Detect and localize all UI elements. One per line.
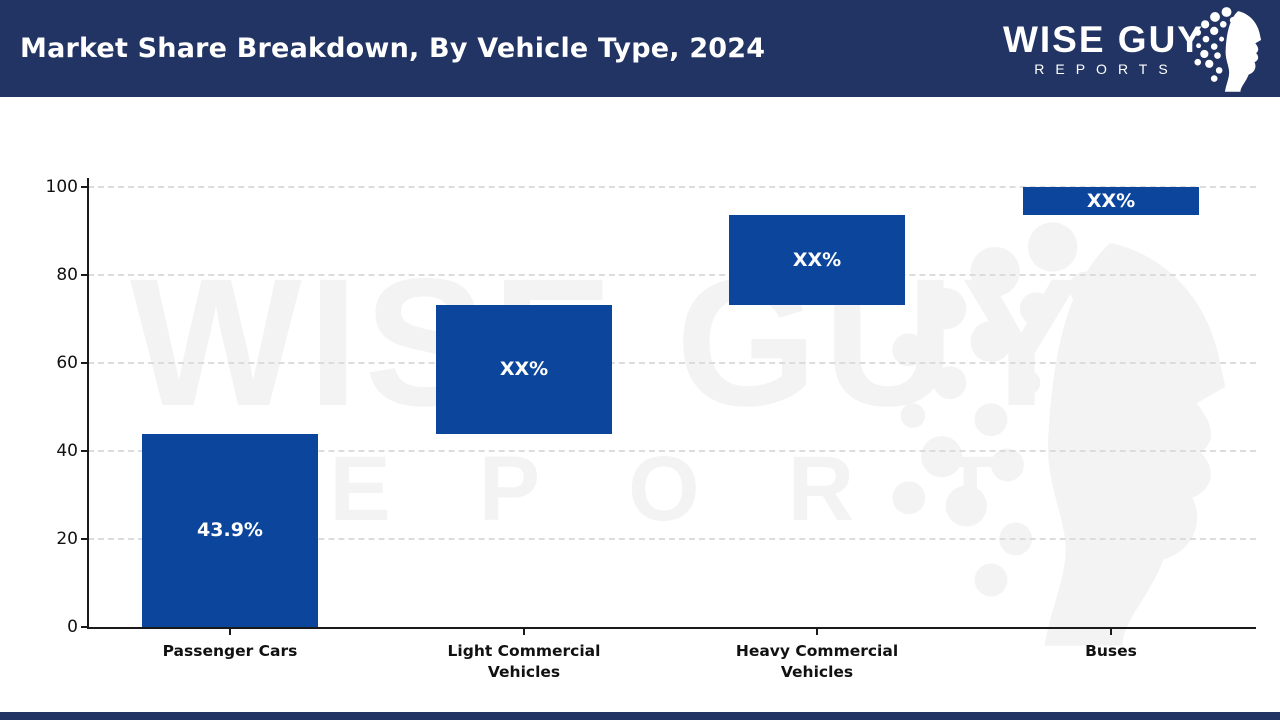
bar-light-commercial-vehicles: XX% [436,304,612,434]
footer-bar [0,712,1280,720]
x-category-label-line: Buses [1085,642,1137,660]
bar-buses: XX% [1023,187,1199,216]
y-tick-mark-100 [81,186,88,188]
y-axis-line [87,178,89,629]
x-tick-mark-light-commercial-vehicles [523,629,525,635]
y-tick-label-20: 20 [56,529,78,549]
x-category-label-line: Heavy Commercial [735,642,899,660]
brand-logo-text: WISE GUY REPORTS [1003,21,1204,76]
y-tick-mark-20 [81,538,88,540]
y-tick-mark-0 [81,626,88,628]
wise-guy-face-icon [1194,6,1262,92]
gridline-80 [88,274,1256,276]
page-title: Market Share Breakdown, By Vehicle Type,… [20,33,766,64]
x-category-label-line: Vehicles [780,662,854,681]
y-tick-label-40: 40 [56,441,78,461]
gridline-60 [88,362,1256,364]
gridline-20 [88,538,1256,540]
y-tick-mark-60 [81,362,88,364]
bar-value-label-heavy-commercial-vehicles: XX% [792,248,842,271]
x-category-label-line: Light Commercial [447,642,601,660]
x-category-label-passenger-cars: Passenger Cars [100,641,360,662]
gridline-40 [88,450,1256,452]
x-category-label-light-commercial-vehicles: Light Commercial Vehicles [394,641,654,683]
logo-wordmark: WISE GUY [1002,19,1204,60]
y-tick-label-60: 60 [56,353,78,373]
watermark-wordmark: WISE GUY [130,240,1089,444]
bar-passenger-cars: 43.9% [142,433,318,627]
x-category-label-line: Passenger Cars [162,642,298,660]
x-tick-mark-buses [1110,629,1112,635]
watermark-face-icon [892,222,1226,646]
y-tick-label-100: 100 [45,177,78,197]
bar-value-label-passenger-cars: 43.9% [197,518,263,541]
y-tick-label-80: 80 [56,265,78,285]
y-tick-mark-80 [81,274,88,276]
bar-heavy-commercial-vehicles: XX% [729,215,905,305]
x-tick-mark-heavy-commercial-vehicles [816,629,818,635]
brand-logo: WISE GUY REPORTS [1003,6,1266,92]
x-tick-mark-passenger-cars [229,629,231,635]
y-tick-label-0: 0 [67,617,78,637]
gridline-100 [88,186,1256,188]
chart-area: WISE GUY REPORTS 0 20 40 60 80 100 43.9% Passen… [0,97,1280,712]
x-category-label-buses: Buses [981,641,1241,662]
x-category-label-heavy-commercial-vehicles: Heavy Commercial Vehicles [687,641,947,683]
x-category-label-line: Vehicles [487,662,561,681]
watermark-subtext: REPORTS [175,438,1236,540]
logo-subtext: REPORTS [1034,61,1179,77]
y-tick-mark-40 [81,450,88,452]
bar-value-label-light-commercial-vehicles: XX% [499,357,549,380]
x-axis-line [87,627,1256,629]
bar-value-label-buses: XX% [1086,189,1136,212]
header-bar: Market Share Breakdown, By Vehicle Type,… [0,0,1280,97]
